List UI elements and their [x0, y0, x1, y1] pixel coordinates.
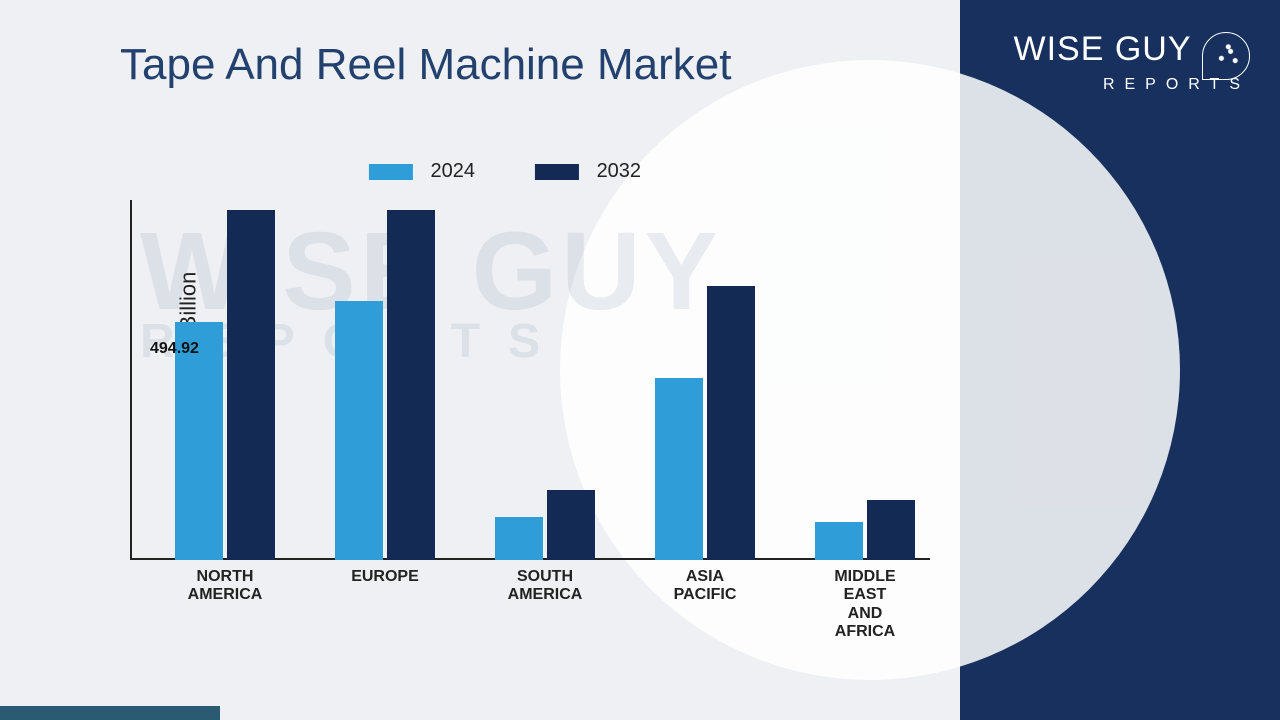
- accent-bar: [0, 706, 220, 720]
- bar-2032: [867, 500, 915, 560]
- plot-area: NORTHAMERICAEUROPESOUTHAMERICAASIAPACIFI…: [130, 200, 930, 560]
- bar-2024: [815, 522, 863, 560]
- bar-group: [470, 490, 620, 560]
- brand-logo: WISE GUY REPORTS: [990, 30, 1250, 94]
- legend-item-2032: 2032: [535, 160, 641, 183]
- bar-group: [630, 286, 780, 560]
- page-root: WISE GUY REPORTS Tape And Reel Machine M…: [0, 0, 1280, 720]
- legend-label-2032: 2032: [597, 160, 642, 182]
- bar-2032: [227, 210, 275, 560]
- bar-value-label: 494.92: [150, 340, 199, 358]
- bar-2024: [495, 517, 543, 560]
- bar-group: [790, 500, 940, 560]
- bar-2024: [335, 301, 383, 560]
- page-title: Tape And Reel Machine Market: [120, 40, 731, 90]
- x-tick-label: ASIAPACIFIC: [630, 568, 780, 605]
- y-axis-line: [130, 200, 132, 560]
- brand-line2: REPORTS: [990, 76, 1250, 94]
- bar-2032: [547, 490, 595, 560]
- brand-line1: WISE GUY: [1014, 30, 1192, 68]
- x-tick-label: MIDDLEEASTANDAFRICA: [790, 568, 940, 642]
- legend-swatch-2024: [369, 164, 413, 180]
- bar-2032: [707, 286, 755, 560]
- legend-label-2024: 2024: [431, 160, 476, 182]
- x-tick-label: EUROPE: [310, 568, 460, 586]
- bar-group: [150, 210, 300, 560]
- chart-legend: 2024 2032: [369, 160, 641, 183]
- legend-swatch-2032: [535, 164, 579, 180]
- brand-head-icon: [1202, 32, 1250, 80]
- bar-2032: [387, 210, 435, 560]
- bar-group: [310, 210, 460, 560]
- revenue-chart: Market Size in USD Billion 2024 2032 NOR…: [70, 160, 940, 640]
- bar-2024: [655, 378, 703, 560]
- x-tick-label: SOUTHAMERICA: [470, 568, 620, 605]
- legend-item-2024: 2024: [369, 160, 475, 183]
- x-tick-label: NORTHAMERICA: [150, 568, 300, 605]
